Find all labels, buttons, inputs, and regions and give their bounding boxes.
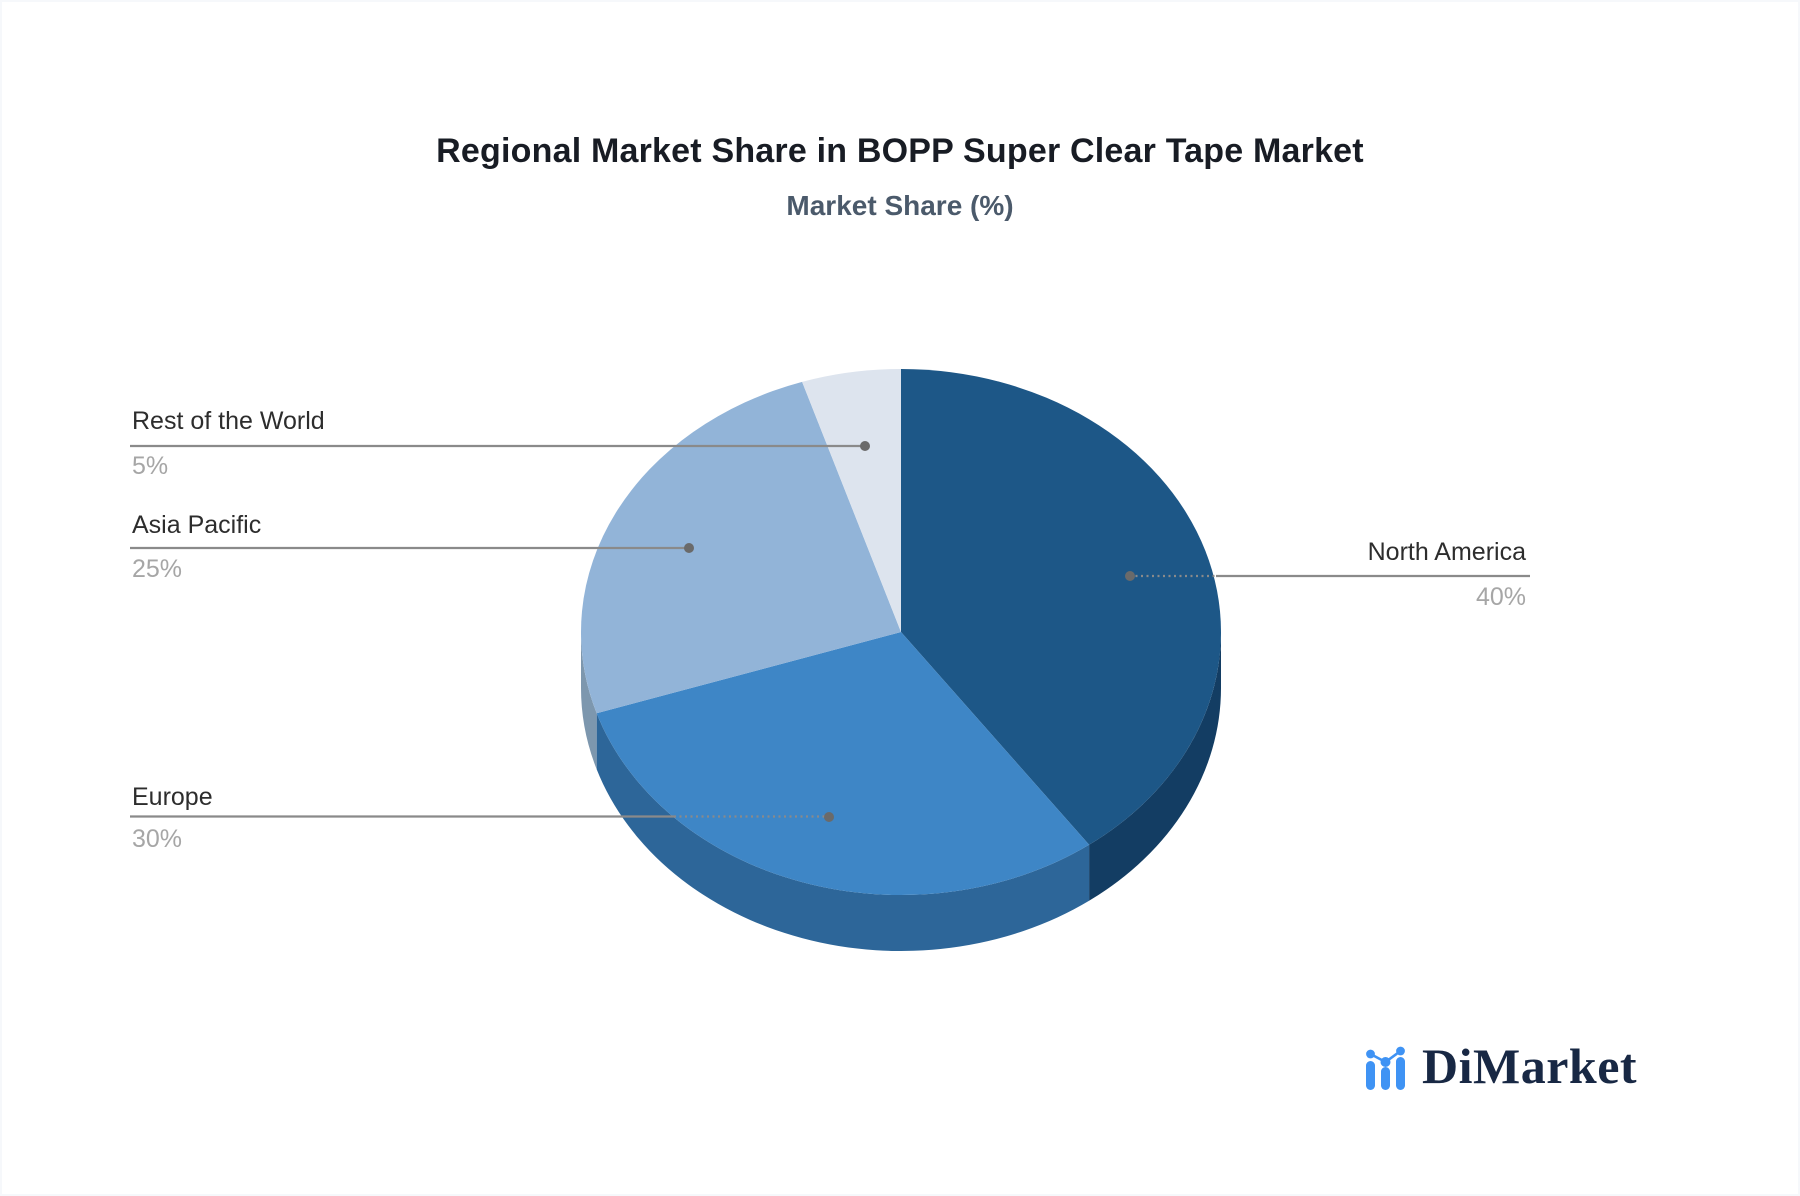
slice-value-asia-pacific: 25% bbox=[132, 555, 183, 583]
callout-dot-rest-of-the-world bbox=[860, 441, 870, 451]
chart-subtitle: Market Share (%) bbox=[786, 190, 1014, 221]
pie-slice-asia-pacific[interactable] bbox=[581, 381, 901, 714]
pie-slice-europe[interactable] bbox=[596, 632, 1090, 895]
pie-slice-side-asia-pacific bbox=[581, 632, 597, 770]
pie-slice-side-europe bbox=[596, 713, 1090, 951]
chart-title: Regional Market Share in BOPP Super Clea… bbox=[436, 132, 1364, 170]
slice-label-north-america: North America bbox=[1367, 538, 1526, 566]
bar-line-chart-icon bbox=[1366, 1046, 1405, 1090]
pie-slice-north-america[interactable] bbox=[901, 369, 1221, 845]
slice-label-asia-pacific: Asia Pacific bbox=[132, 511, 262, 539]
slice-value-north-america: 40% bbox=[1475, 583, 1526, 611]
slice-value-rest-of-the-world: 5% bbox=[132, 452, 169, 480]
dimarket-logo-text: DiMarket bbox=[1422, 1038, 1638, 1094]
dimarket-logo: DiMarket bbox=[1364, 1038, 1638, 1094]
callout-dot-europe bbox=[824, 812, 834, 822]
slice-label-europe: Europe bbox=[132, 783, 213, 811]
slice-label-rest-of-the-world: Rest of the World bbox=[132, 407, 325, 435]
callout-dot-north-america bbox=[1125, 571, 1135, 581]
slice-value-europe: 30% bbox=[132, 825, 183, 853]
pie-slice-rest-of-the-world[interactable] bbox=[802, 369, 901, 632]
pie-slice-side-north-america bbox=[1089, 632, 1221, 901]
callout-dot-asia-pacific bbox=[684, 543, 694, 553]
